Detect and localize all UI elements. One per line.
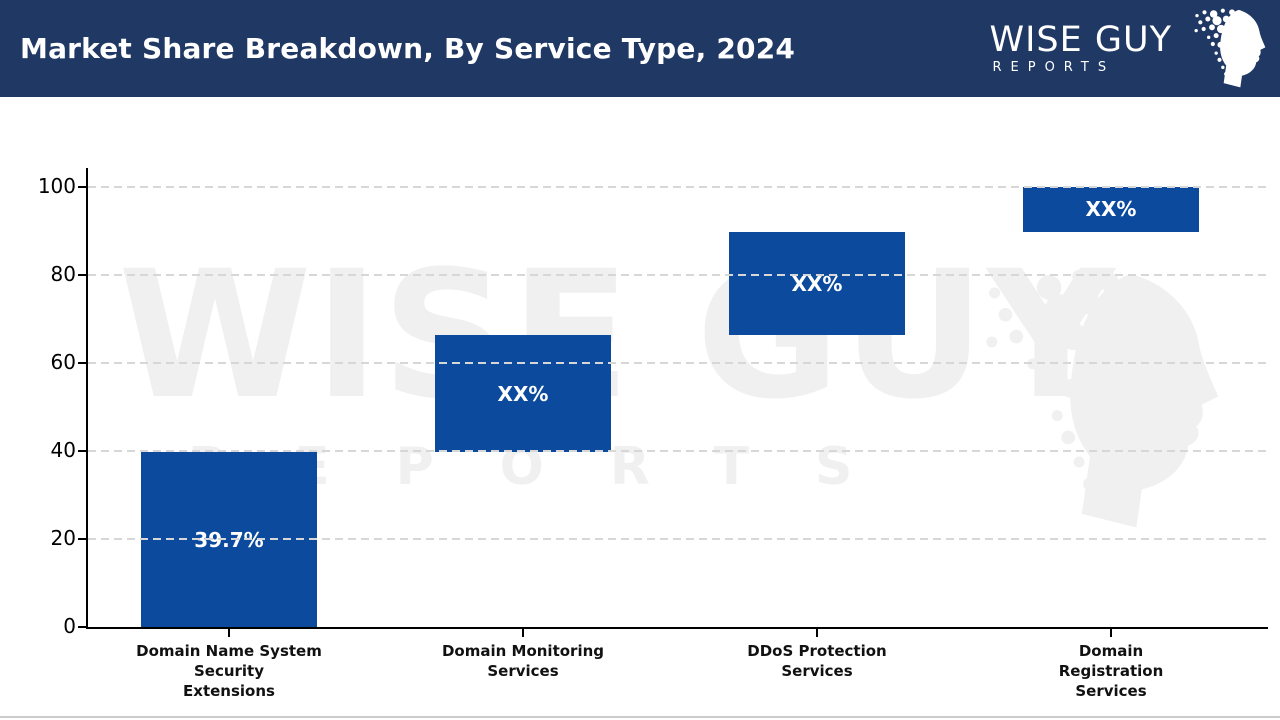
y-tick-mark	[78, 626, 86, 628]
x-tick-mark	[228, 629, 230, 637]
y-tick-label: 20	[50, 526, 76, 550]
y-tick-mark	[78, 186, 86, 188]
y-tick-mark	[78, 538, 86, 540]
y-tick-label: 80	[50, 262, 76, 286]
y-tick-label: 100	[37, 174, 76, 198]
x-category-label: Domain Name System Security Extensions	[136, 642, 322, 700]
x-category-label: DDoS Protection Services	[747, 642, 887, 680]
brand-logo: WISE GUY REPORTS	[989, 7, 1272, 91]
watermark-wordmark: WISE GUY	[118, 233, 1117, 438]
bar-value-label: XX%	[497, 381, 549, 406]
x-category-label: Domain Monitoring Services	[441, 642, 605, 680]
gridline-80	[88, 274, 1266, 276]
logo-face-icon	[1194, 8, 1266, 87]
bar-segment: XX%	[1023, 187, 1199, 232]
bar-value-label: XX%	[1085, 197, 1137, 222]
y-tick-label: 0	[63, 614, 76, 638]
x-tick-mark	[816, 629, 818, 637]
brand-logo-text: WISE GUY REPORTS	[989, 20, 1172, 75]
bar-segment: XX%	[729, 231, 905, 336]
gridline-60	[88, 362, 1266, 364]
gridline-40	[88, 450, 1266, 452]
y-tick-label: 40	[50, 438, 76, 462]
logo-subtext: REPORTS	[992, 60, 1116, 75]
chart-title: Market Share Breakdown, By Service Type,…	[20, 32, 796, 65]
x-tick-mark	[1110, 629, 1112, 637]
x-axis-line	[86, 627, 1268, 629]
gridline-20	[88, 538, 1266, 540]
y-tick-mark	[78, 362, 86, 364]
x-tick-mark	[522, 629, 524, 637]
y-tick-mark	[78, 274, 86, 276]
y-tick-label: 60	[50, 350, 76, 374]
y-axis-line	[86, 168, 88, 629]
header-bar: Market Share Breakdown, By Service Type,…	[0, 0, 1280, 97]
bottom-divider	[0, 716, 1280, 718]
bar-segment: XX%	[435, 335, 611, 453]
x-category-label: Domain Registration Services	[1058, 642, 1164, 700]
y-tick-mark	[78, 450, 86, 452]
watermark-face-icon	[986, 269, 1219, 528]
gridline-100	[88, 186, 1266, 188]
logo-wordmark: WISE GUY	[989, 20, 1172, 60]
